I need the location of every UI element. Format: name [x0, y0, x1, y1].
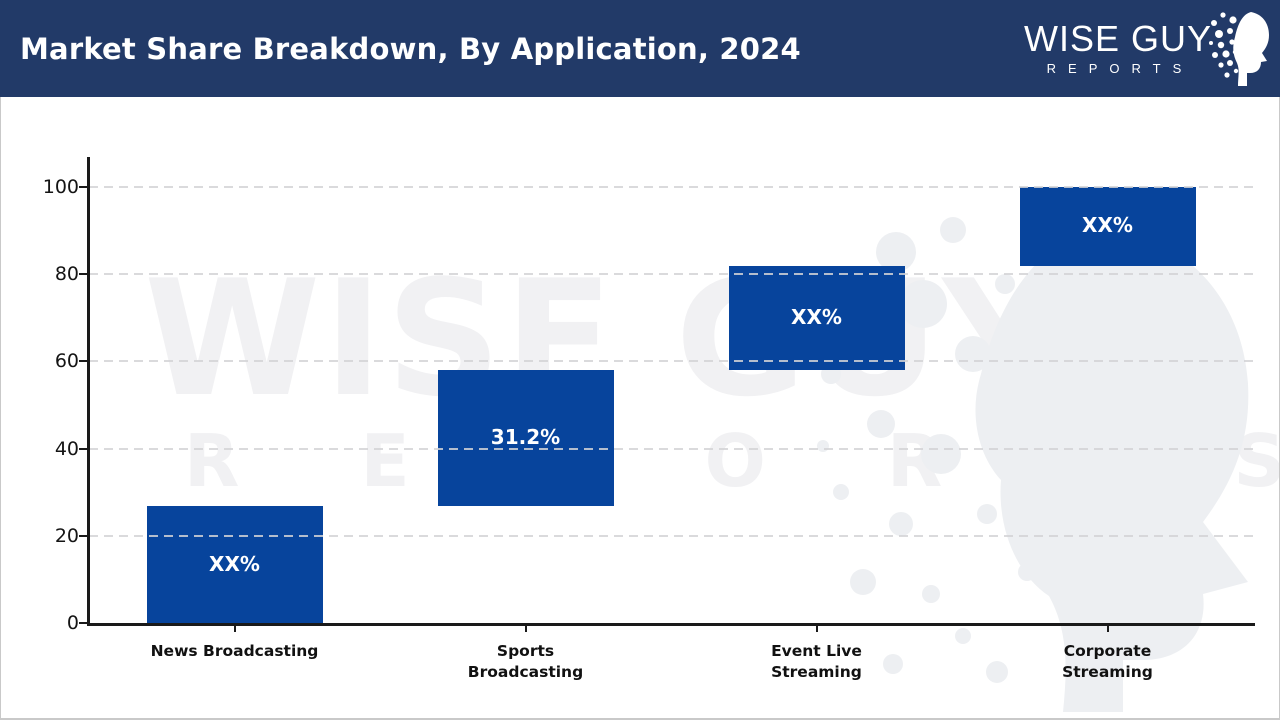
y-gridline [89, 534, 1253, 537]
report-header: Market Share Breakdown, By Application, … [0, 0, 1280, 97]
y-tick-label: 20 [54, 524, 79, 547]
y-tick-mark [79, 622, 88, 624]
x-axis-line [87, 623, 1255, 626]
y-gridline [89, 447, 1253, 450]
logo-wiseguy-text: WISE GUY [1023, 18, 1212, 59]
x-category-label: News Broadcasting [105, 641, 365, 662]
y-tick-mark [79, 186, 88, 188]
bar-value-label: XX% [1082, 213, 1133, 238]
x-category-label: Sports Broadcasting [396, 641, 656, 683]
bar-value-label: 31.2% [490, 425, 561, 450]
x-tick-mark [524, 625, 527, 632]
y-gridline [89, 273, 1253, 276]
chart-canvas: WISE GUY R E P O R T S 0 20 40 60 80 100 XX% Ne… [0, 97, 1280, 720]
y-tick-mark [79, 534, 88, 537]
bar-value-label: XX% [209, 551, 260, 576]
y-tick-label: 40 [54, 437, 79, 460]
y-axis-line [87, 157, 90, 625]
bar-segment [1019, 187, 1196, 266]
x-category-label-line: Event Live [771, 642, 862, 660]
x-category-label-line: News Broadcasting [150, 642, 319, 660]
x-tick-mark [233, 625, 236, 632]
wiseguy-logo: WISE GUY REPORTS [1024, 9, 1270, 89]
x-tick-mark [815, 625, 818, 632]
bar-value-label: XX% [791, 305, 842, 330]
logo-reports-text: REPORTS [1046, 61, 1194, 76]
x-category-label-line: Corporate [1063, 642, 1152, 660]
bar-segment [437, 370, 614, 507]
y-tick-label: 60 [54, 350, 79, 373]
x-category-label-line: Broadcasting [467, 663, 584, 681]
y-tick-label: 100 [42, 176, 79, 198]
x-category-label-line: Streaming [771, 663, 862, 681]
x-category-label-line: Streaming [1062, 663, 1153, 681]
bar-segment [146, 506, 323, 623]
x-category-label: Corporate Streaming [978, 641, 1238, 683]
y-gridline [89, 360, 1253, 363]
y-tick-label: 0 [66, 612, 79, 634]
logo-text: WISE GUY REPORTS [1023, 18, 1212, 77]
y-tick-mark [79, 360, 88, 363]
x-category-label: Event Live Streaming [687, 641, 947, 683]
x-tick-mark [1106, 625, 1109, 632]
y-tick-mark [79, 273, 88, 276]
y-tick-label: 80 [54, 263, 79, 286]
x-category-label-line: Sports [496, 642, 555, 660]
bar-segment [728, 265, 905, 371]
logo-head-icon [1209, 11, 1269, 86]
y-gridline [89, 186, 1253, 188]
y-tick-mark [79, 447, 88, 450]
page-title: Market Share Breakdown, By Application, … [20, 31, 801, 66]
